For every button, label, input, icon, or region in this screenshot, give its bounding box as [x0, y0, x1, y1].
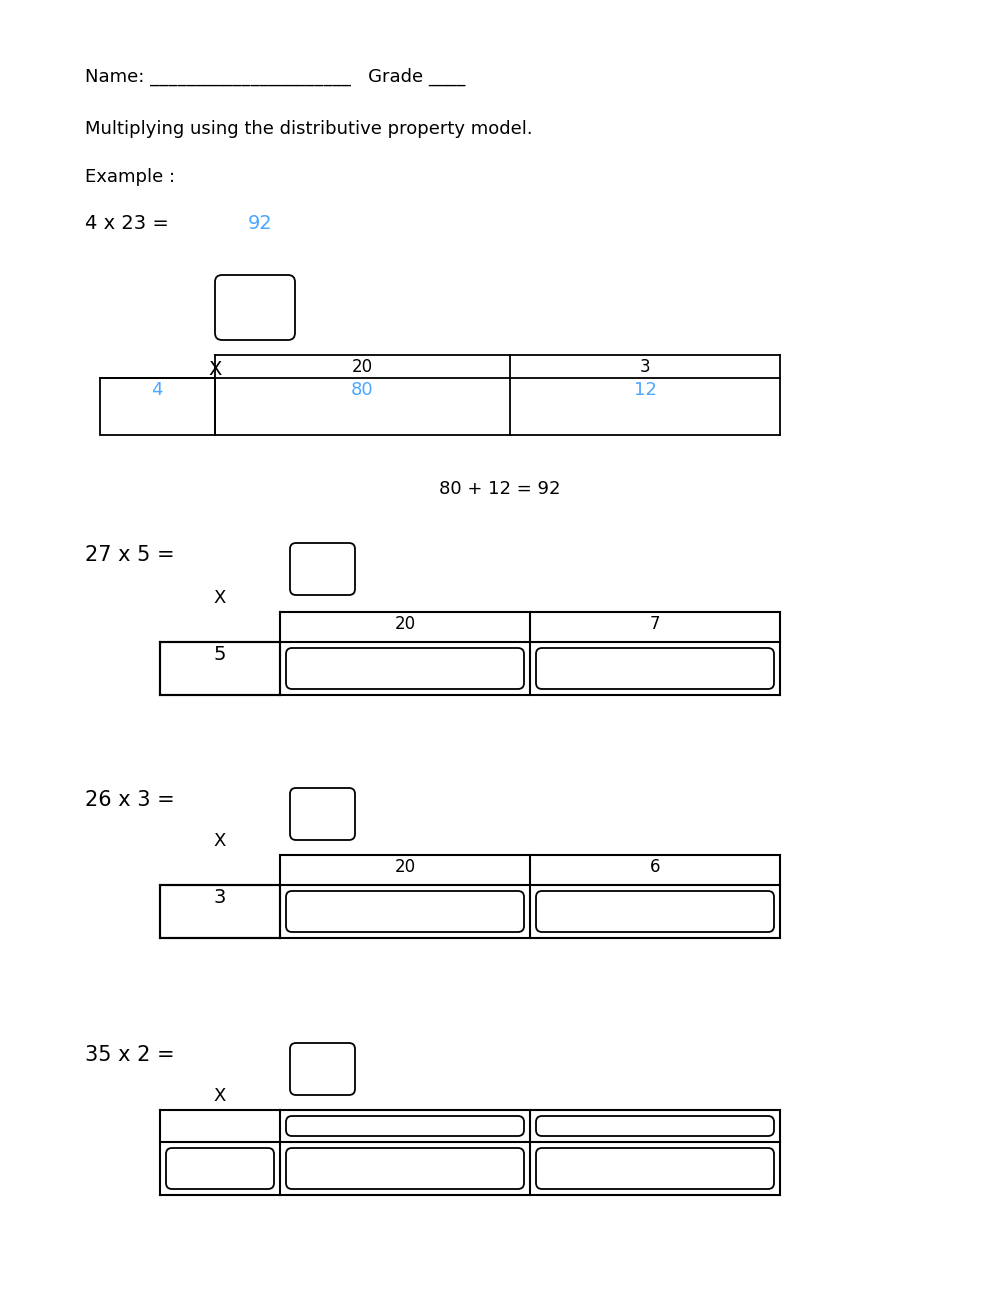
Text: Name: ______________________   Grade ____: Name: ______________________ Grade ____	[85, 68, 465, 86]
Text: 27 x 5 =: 27 x 5 =	[85, 545, 175, 565]
FancyBboxPatch shape	[536, 1115, 774, 1136]
Text: X: X	[214, 1087, 226, 1105]
FancyBboxPatch shape	[286, 648, 524, 689]
Text: X: X	[214, 831, 226, 849]
FancyBboxPatch shape	[290, 1043, 355, 1095]
Text: 12: 12	[634, 381, 656, 399]
Text: Multiplying using the distributive property model.: Multiplying using the distributive prope…	[85, 120, 533, 138]
Text: X: X	[208, 360, 222, 380]
Text: 80: 80	[351, 381, 373, 399]
Bar	[160, 642, 280, 695]
Text: 92: 92	[248, 214, 273, 232]
Text: 26 x 3 =: 26 x 3 =	[85, 790, 175, 809]
Text: 6: 6	[650, 859, 660, 877]
Text: 20: 20	[394, 859, 416, 877]
FancyBboxPatch shape	[166, 1148, 274, 1189]
Text: Example :: Example :	[85, 168, 175, 186]
FancyBboxPatch shape	[290, 544, 355, 595]
Text: 4 x 23 =: 4 x 23 =	[85, 214, 169, 232]
Text: 35 x 2 =: 35 x 2 =	[85, 1044, 175, 1065]
FancyBboxPatch shape	[286, 1148, 524, 1189]
Text: 7: 7	[650, 615, 660, 633]
Text: 3: 3	[214, 888, 226, 908]
FancyBboxPatch shape	[215, 275, 295, 340]
Text: 20: 20	[351, 358, 373, 376]
FancyBboxPatch shape	[290, 788, 355, 840]
FancyBboxPatch shape	[536, 648, 774, 689]
Bar	[160, 886, 280, 939]
FancyBboxPatch shape	[286, 891, 524, 932]
Text: 5: 5	[214, 646, 226, 664]
FancyBboxPatch shape	[286, 1115, 524, 1136]
Text: 4: 4	[151, 381, 163, 399]
FancyBboxPatch shape	[536, 891, 774, 932]
Text: X: X	[214, 589, 226, 607]
Bar	[100, 378, 215, 435]
Text: 3: 3	[640, 358, 650, 376]
FancyBboxPatch shape	[536, 1148, 774, 1189]
Text: 20: 20	[394, 615, 416, 633]
Text: 80 + 12 = 92: 80 + 12 = 92	[439, 480, 561, 498]
